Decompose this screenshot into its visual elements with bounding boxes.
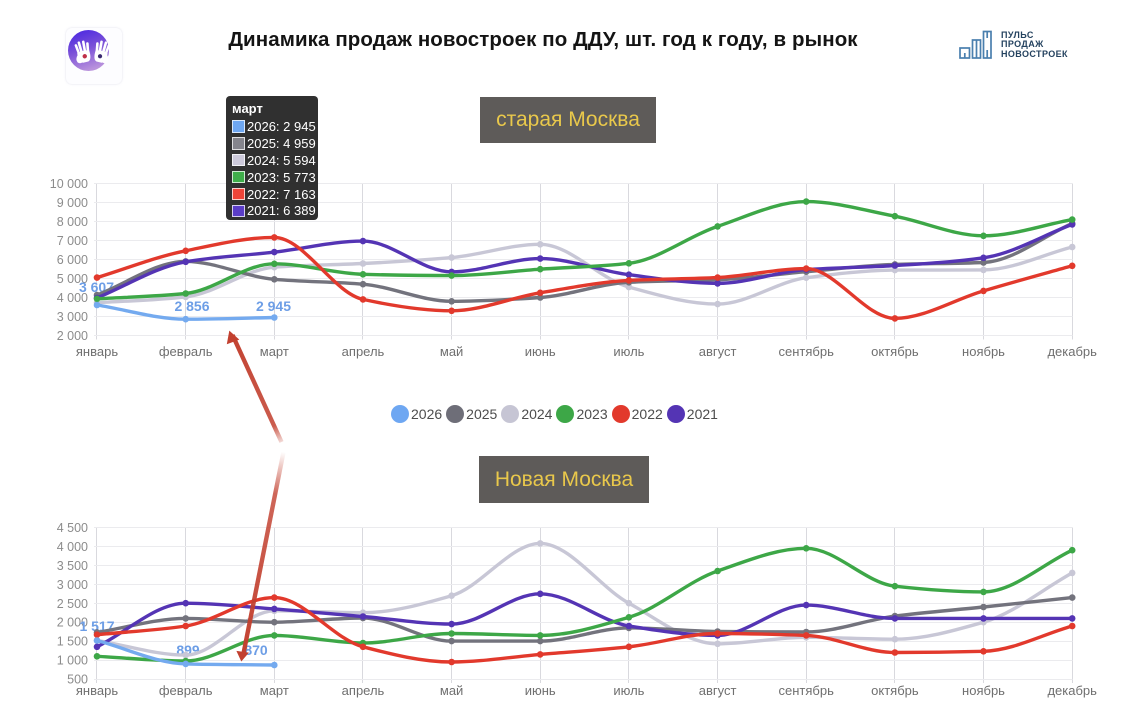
svg-text:май: май xyxy=(440,683,463,698)
svg-text:февраль: февраль xyxy=(159,683,213,698)
svg-text:июнь: июнь xyxy=(525,344,556,359)
svg-text:октябрь: октябрь xyxy=(871,683,919,698)
svg-text:8 000: 8 000 xyxy=(57,215,88,229)
svg-text:1 500: 1 500 xyxy=(57,635,88,649)
svg-text:февраль: февраль xyxy=(159,344,213,359)
svg-text:апрель: апрель xyxy=(342,344,385,359)
svg-text:2 500: 2 500 xyxy=(57,597,88,611)
svg-text:сентябрь: сентябрь xyxy=(779,683,835,698)
svg-text:2 856: 2 856 xyxy=(174,298,209,314)
svg-text:ноябрь: ноябрь xyxy=(962,344,1005,359)
svg-text:июль: июль xyxy=(613,683,644,698)
svg-text:январь: январь xyxy=(76,683,118,698)
svg-text:2 945: 2 945 xyxy=(256,298,291,314)
svg-text:500: 500 xyxy=(67,673,88,687)
svg-text:3 000: 3 000 xyxy=(57,310,88,324)
svg-text:декабрь: декабрь xyxy=(1047,683,1097,698)
svg-text:4 000: 4 000 xyxy=(57,540,88,554)
svg-text:август: август xyxy=(699,683,737,698)
svg-text:9 000: 9 000 xyxy=(57,196,88,210)
svg-text:август: август xyxy=(699,344,737,359)
svg-text:2 000: 2 000 xyxy=(57,616,88,630)
svg-text:870: 870 xyxy=(244,642,268,658)
svg-text:4 000: 4 000 xyxy=(57,291,88,305)
svg-text:ноябрь: ноябрь xyxy=(962,683,1005,698)
svg-text:3 000: 3 000 xyxy=(57,578,88,592)
svg-text:июль: июль xyxy=(613,344,644,359)
svg-text:июнь: июнь xyxy=(525,683,556,698)
svg-text:1 000: 1 000 xyxy=(57,654,88,668)
svg-text:4 500: 4 500 xyxy=(57,521,88,535)
svg-text:10 000: 10 000 xyxy=(50,177,88,191)
svg-text:январь: январь xyxy=(76,344,118,359)
svg-text:сентябрь: сентябрь xyxy=(779,344,835,359)
svg-text:октябрь: октябрь xyxy=(871,344,919,359)
svg-text:6 000: 6 000 xyxy=(57,253,88,267)
svg-text:март: март xyxy=(260,683,289,698)
svg-text:2 000: 2 000 xyxy=(57,329,88,343)
svg-text:май: май xyxy=(440,344,463,359)
svg-text:апрель: апрель xyxy=(342,683,385,698)
svg-text:3 500: 3 500 xyxy=(57,559,88,573)
svg-text:март: март xyxy=(260,344,289,359)
svg-text:5 000: 5 000 xyxy=(57,272,88,286)
svg-text:декабрь: декабрь xyxy=(1047,344,1097,359)
svg-text:7 000: 7 000 xyxy=(57,234,88,248)
